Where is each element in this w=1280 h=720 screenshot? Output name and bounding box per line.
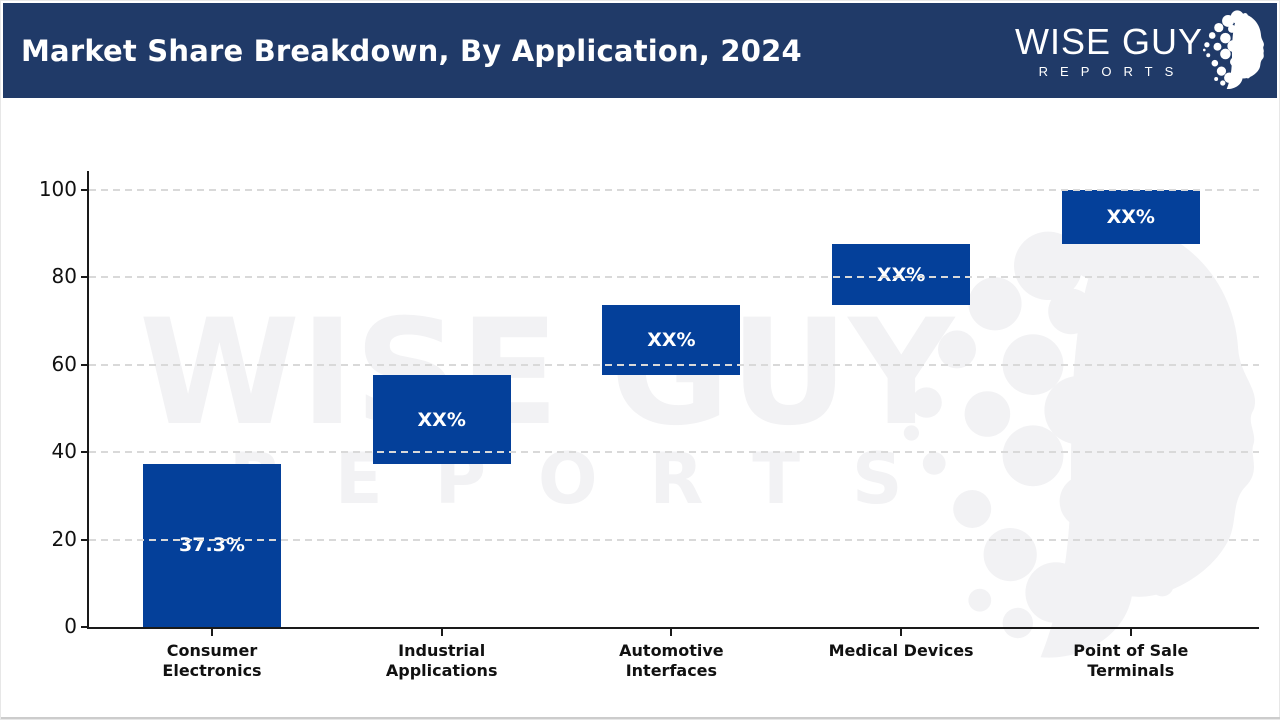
y-tick-80 xyxy=(81,276,89,278)
y-tick-label-80: 80 xyxy=(51,264,77,288)
y-tick-label-100: 100 xyxy=(38,176,77,201)
y-tick-label-20: 20 xyxy=(51,526,77,551)
logo-name: WISE GUY xyxy=(1014,21,1203,62)
category-label-line: Electronics xyxy=(162,661,262,680)
bar-value-label: XX% xyxy=(417,408,466,431)
y-axis xyxy=(87,171,89,629)
x-axis xyxy=(87,627,1259,629)
category-label-3: Medical Devices xyxy=(791,641,1011,661)
bar-automotive-interfaces: XX% xyxy=(602,305,741,376)
category-label-line: Consumer xyxy=(166,641,258,660)
category-label-4: Point of Sale Terminals xyxy=(1021,641,1241,681)
bar-value-label: XX% xyxy=(1106,205,1155,228)
bar-point-of-sale-terminals: XX% xyxy=(1061,189,1200,245)
chart-title: Market Share Breakdown, By Application, … xyxy=(21,33,802,68)
logo-face-icon xyxy=(1202,10,1264,90)
bar-consumer-electronics: 37.3% xyxy=(143,463,281,627)
logo-text: WISE GUY REPORTS xyxy=(1015,21,1203,79)
category-label-0: Consumer Electronics xyxy=(102,641,322,681)
bar-value-label: 37.3% xyxy=(179,534,245,557)
bar-value-label: XX% xyxy=(647,329,696,352)
category-label-line: Interfaces xyxy=(625,661,718,680)
header-bar: Market Share Breakdown, By Application, … xyxy=(3,3,1277,98)
y-tick-label-40: 40 xyxy=(51,439,77,463)
y-tick-40 xyxy=(81,451,89,453)
wiseguy-logo: WISE GUY REPORTS xyxy=(1015,9,1265,91)
category-label-2: Automotive Interfaces xyxy=(561,641,781,681)
category-label-line: Medical Devices xyxy=(828,641,974,660)
category-label-line: Point of Sale xyxy=(1073,641,1189,660)
x-tick-0 xyxy=(211,629,213,636)
watermark-text: WISE GUY xyxy=(139,288,955,458)
waterfall-chart: WISE GUY REPORTS 0 20 40 60 80 100 37.3% Consum… xyxy=(1,98,1280,718)
x-tick-3 xyxy=(900,629,903,636)
x-tick-2 xyxy=(670,629,673,636)
category-label-1: Industrial Applications xyxy=(332,641,552,681)
bar-value-label: XX% xyxy=(876,263,926,286)
y-tick-60 xyxy=(81,363,89,366)
x-tick-1 xyxy=(440,629,443,636)
bottom-border xyxy=(1,717,1280,719)
y-tick-0 xyxy=(81,626,89,628)
y-tick-100 xyxy=(81,188,89,191)
y-tick-label-0: 0 xyxy=(64,614,77,638)
y-tick-label-60: 60 xyxy=(51,351,77,376)
x-tick-4 xyxy=(1129,629,1132,636)
category-label-line: Automotive xyxy=(619,641,724,660)
logo-subtitle: REPORTS xyxy=(1038,64,1186,79)
watermark-text-2: REPORTS xyxy=(229,438,955,520)
bar-medical-devices: XX% xyxy=(832,244,971,306)
category-label-line: Terminals xyxy=(1087,661,1175,680)
y-tick-20 xyxy=(81,538,89,541)
bar-industrial-applications: XX% xyxy=(372,375,511,464)
category-label-line: Applications xyxy=(385,661,498,680)
category-label-line: Industrial xyxy=(398,641,486,660)
